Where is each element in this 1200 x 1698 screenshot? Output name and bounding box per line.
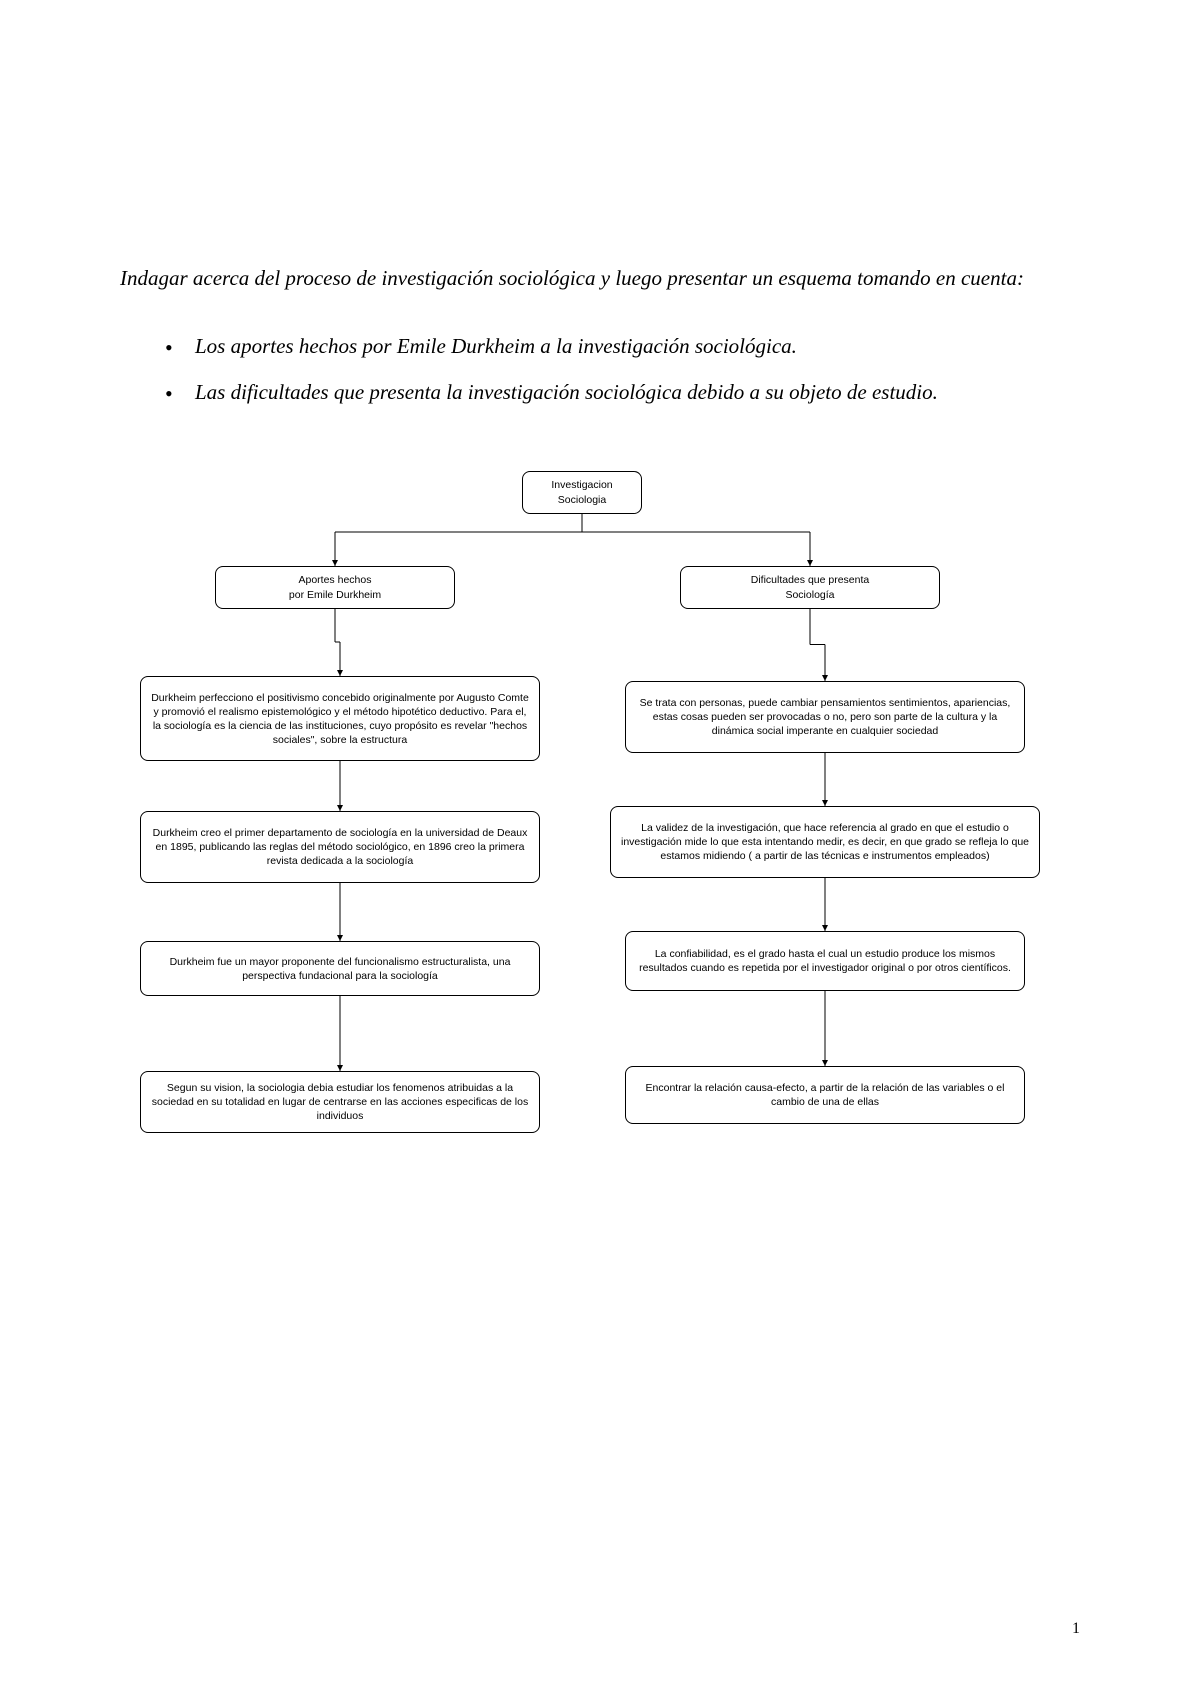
flow-node-left2: Durkheim perfecciono el positivismo conc… [140,676,540,761]
flow-node-left5: Segun su vision, la sociologia debia est… [140,1071,540,1133]
bullet-item-1: Los aportes hechos por Emile Durkheim a … [165,328,1080,366]
flow-node-right1: Dificultades que presentaSociología [680,566,940,608]
flow-node-left4: Durkheim fue un mayor proponente del fun… [140,941,540,996]
flow-node-right3: La validez de la investigación, que hace… [610,806,1040,878]
page-number: 1 [1072,1620,1080,1638]
flow-node-root: InvestigacionSociologia [522,471,642,513]
document-page: Indagar acerca del proceso de investigac… [0,0,1200,1698]
intro-paragraph: Indagar acerca del proceso de investigac… [120,260,1080,298]
flow-node-right2: Se trata con personas, puede cambiar pen… [625,681,1025,753]
flow-node-right5: Encontrar la relación causa-efecto, a pa… [625,1066,1025,1124]
flow-node-right4: La confiabilidad, es el grado hasta el c… [625,931,1025,991]
flowchart-diagram: InvestigacionSociologia Aportes hechospor… [120,471,1080,1271]
bullet-list: Los aportes hechos por Emile Durkheim a … [120,328,1080,412]
flow-node-left3: Durkheim creo el primer departamento de … [140,811,540,883]
flow-node-left1: Aportes hechospor Emile Durkheim [215,566,455,608]
bullet-item-2: Las dificultades que presenta la investi… [165,374,1080,412]
